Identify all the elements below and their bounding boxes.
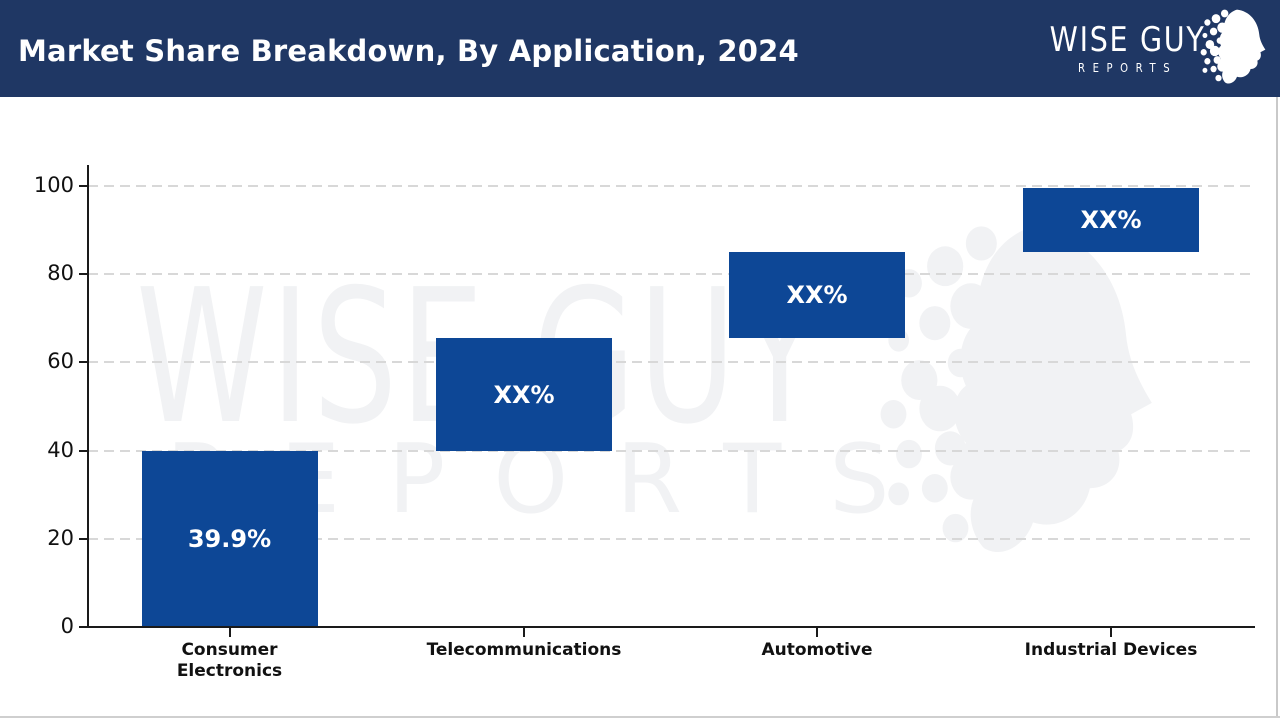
x-tick-telecommunications <box>523 628 525 637</box>
bar-automotive: XX% <box>729 252 905 339</box>
bar-value-label-industrial-devices: XX% <box>1080 205 1142 234</box>
x-tick-consumer-electronics <box>228 628 231 637</box>
x-axis-spine <box>87 626 1255 628</box>
y-tick-80 <box>79 273 88 276</box>
y-tick-label-0: 0 <box>60 614 74 638</box>
gridline-80 <box>88 273 1255 276</box>
page-right-border <box>1276 97 1278 717</box>
logo-wordmark: WISE GUY <box>1050 20 1206 60</box>
bar-telecommunications: XX% <box>436 338 612 452</box>
bar-value-label-consumer-electronics: 39.9% <box>187 525 272 553</box>
x-tick-label-telecommunications: Telecommunications <box>426 640 622 660</box>
bar-industrial-devices: XX% <box>1023 187 1199 253</box>
y-tick-40 <box>79 449 88 452</box>
y-tick-label-100: 100 <box>33 173 74 197</box>
wiseguy-head-logo-icon <box>1200 9 1266 84</box>
x-tick-automotive <box>816 628 818 637</box>
y-tick-60 <box>79 361 88 364</box>
header-banner: Market Share Breakdown, By Application, … <box>0 0 1280 97</box>
logo-reports: REPORTS <box>1078 61 1178 75</box>
x-tick-label-consumer-electronics: Consumer Electronics <box>176 640 283 681</box>
y-tick-20 <box>79 537 88 540</box>
bar-value-label-telecommunications: XX% <box>493 380 555 409</box>
gridline-60 <box>88 361 1255 364</box>
x-tick-industrial-devices <box>1110 628 1112 637</box>
chart-title: Market Share Breakdown, By Application, … <box>18 34 799 68</box>
wiseguy-logo-text: WISE GUY REPORTS <box>1050 23 1206 75</box>
y-axis-spine <box>87 165 89 628</box>
bar-value-label-automotive: XX% <box>786 281 848 310</box>
y-tick-0 <box>79 626 88 628</box>
bar-consumer-electronics: 39.9% <box>141 451 318 627</box>
y-tick-label-60: 60 <box>47 349 74 374</box>
y-tick-label-40: 40 <box>47 437 74 462</box>
x-tick-label-automotive: Automotive <box>761 640 873 660</box>
y-tick-label-80: 80 <box>47 261 74 286</box>
y-tick-label-20: 20 <box>47 525 74 550</box>
y-tick-100 <box>79 185 88 187</box>
page-bottom-border <box>0 716 1280 718</box>
gridline-100 <box>88 185 1255 187</box>
gridline-20 <box>88 537 1255 540</box>
wiseguy-logo: WISE GUY REPORTS <box>1020 4 1274 94</box>
x-tick-label-industrial-devices: Industrial Devices <box>1024 640 1198 660</box>
gridline-40 <box>88 449 1255 452</box>
